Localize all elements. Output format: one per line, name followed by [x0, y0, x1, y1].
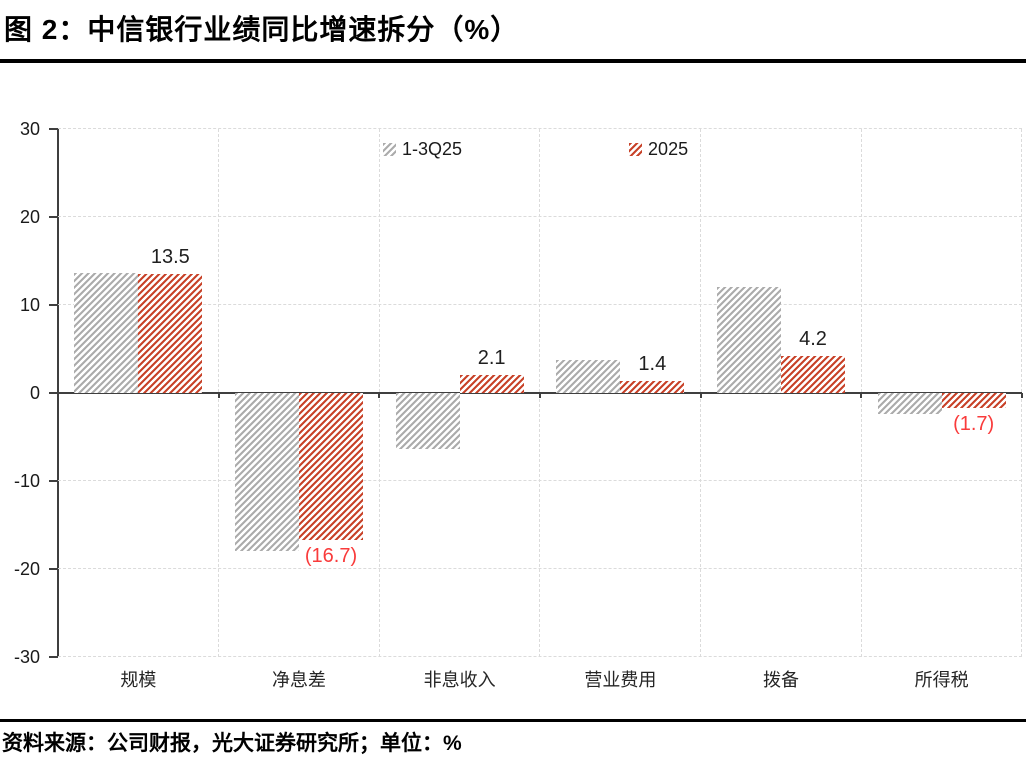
footer-divider: [0, 719, 1026, 722]
category-label-营业费用: 营业费用: [584, 670, 657, 690]
bar-2025-拨备: [781, 356, 845, 393]
legend-marker-2025: [629, 143, 643, 156]
y-tick-label: -20: [13, 559, 40, 579]
value-label-规模: 13.5: [150, 246, 190, 269]
legend-item-1-3Q25: 1-3Q25: [383, 139, 462, 160]
source-note: 资料来源：公司财报，光大证券研究所；单位：%: [2, 732, 462, 755]
bar-1-3Q25-非息收入: [395, 393, 460, 450]
category-label-非息收入: 非息收入: [423, 670, 496, 690]
legend-item-2025: 2025: [629, 139, 688, 160]
bar-1-3Q25-营业费用: [556, 360, 621, 393]
value-label-营业费用: 1.4: [638, 352, 667, 375]
y-axis-tick: [49, 304, 58, 306]
title-divider: [0, 59, 1026, 63]
y-tick-label: 10: [19, 295, 40, 315]
y-axis-tick: [49, 568, 58, 570]
bar-1-3Q25-净息差: [235, 393, 299, 551]
value-label-净息差: (16.7): [304, 544, 358, 567]
legend-label: 2025: [648, 139, 689, 159]
y-tick-label: 0: [29, 383, 40, 403]
category-label-拨备: 拨备: [762, 670, 799, 690]
x-axis-labels: 规模 净息差 非息收入 营业费用 拨备 所得税: [58, 666, 1022, 692]
bar-2025-非息收入: [459, 374, 524, 393]
bar-2025-规模: [138, 274, 203, 393]
bar-2025-营业费用: [620, 380, 685, 393]
category-label-规模: 规模: [120, 670, 157, 690]
figure-title: 图 2：中信银行业绩同比增速拆分（%）: [4, 14, 520, 45]
bar-1-3Q25-规模: [74, 273, 139, 393]
bar-1-3Q25-所得税: [877, 393, 942, 415]
value-label-拨备: 4.2: [799, 328, 827, 351]
plot-area: 1-3Q25 2025 13.5 (16.7) 2.1 1.4 4.2 (1.7): [49, 128, 1023, 658]
y-axis-tick: [49, 392, 58, 394]
y-axis-tick: [49, 128, 58, 130]
y-axis-labels: 30 20 10 0 -10 -20 -30: [0, 119, 44, 667]
y-axis-tick: [49, 480, 58, 482]
zero-line-tick: [860, 393, 863, 398]
y-axis-tick: [49, 216, 58, 218]
zero-line-tick: [699, 393, 702, 398]
zero-line-tick: [1021, 393, 1023, 398]
legend: 1-3Q25 2025: [383, 139, 688, 160]
y-tick-label: -30: [13, 647, 40, 667]
legend-marker-1-3Q25: [383, 143, 396, 156]
bar-2025-所得税: [941, 393, 1006, 408]
category-label-净息差: 净息差: [271, 670, 326, 690]
bar-1-3Q25-拨备: [717, 286, 781, 393]
value-label-所得税: (1.7): [953, 412, 995, 435]
y-tick-label: 20: [19, 207, 40, 227]
value-label-非息收入: 2.1: [477, 346, 506, 369]
zero-line-tick: [539, 393, 541, 398]
zero-line-tick: [217, 393, 220, 398]
category-label-所得税: 所得税: [914, 670, 969, 690]
zero-line-tick: [378, 393, 381, 398]
gridline-30: [58, 128, 1022, 129]
y-tick-label: -10: [13, 471, 40, 491]
y-axis-tick: [49, 656, 58, 658]
bar-2025-净息差: [299, 393, 363, 540]
y-tick-label: 30: [19, 119, 40, 139]
legend-label: 1-3Q25: [402, 139, 463, 159]
